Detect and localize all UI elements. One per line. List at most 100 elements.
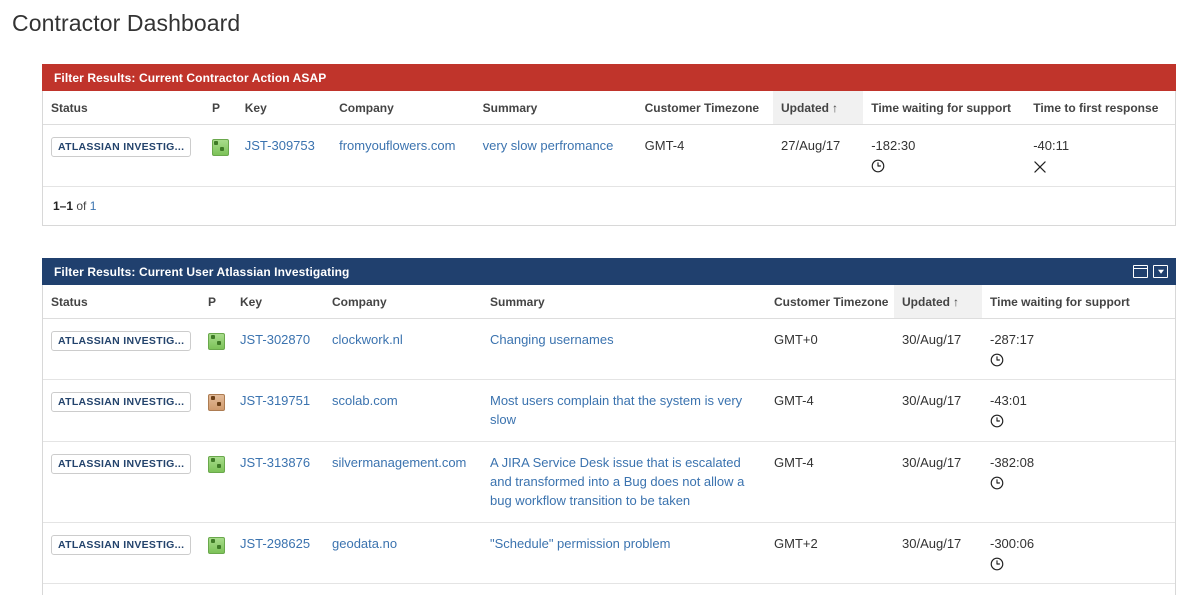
cell-status: ATLASSIAN INVESTIG... bbox=[43, 522, 200, 584]
cell-status: ATLASSIAN INVESTIG... bbox=[43, 379, 200, 442]
pagination-total-link[interactable]: 1 bbox=[89, 199, 97, 213]
sla-value: -182:30 bbox=[871, 138, 916, 153]
sort-ascending-icon: ↑ bbox=[953, 295, 959, 309]
column-header-company[interactable]: Company bbox=[331, 91, 475, 125]
column-header-updated[interactable]: Updated ↑ bbox=[894, 285, 982, 319]
table-row[interactable]: ATLASSIAN INVESTIG... JST-298625 geodata.n… bbox=[43, 522, 1175, 584]
cell-priority bbox=[203, 124, 237, 187]
pagination-of-label: of bbox=[76, 199, 87, 213]
company-link[interactable]: silvermanagement.com bbox=[332, 455, 467, 470]
table-row[interactable]: ATLASSIAN INVESTIG... JST-319751 scolab.co… bbox=[43, 379, 1175, 442]
pagination-bar-asap: 1–1 of 1 bbox=[43, 187, 1175, 225]
column-header-time-to-first-response[interactable]: Time to first response bbox=[1025, 91, 1175, 125]
issue-key-link[interactable]: JST-309753 bbox=[244, 138, 315, 153]
cell-key: JST-302870 bbox=[232, 318, 324, 380]
issue-key-link[interactable]: JST-319751 bbox=[240, 393, 311, 408]
status-badge[interactable]: ATLASSIAN INVESTIG... bbox=[51, 535, 192, 555]
sla-value: -382:08 bbox=[990, 455, 1035, 470]
pagination-bar-investigating: 1–4 of 4 bbox=[43, 584, 1175, 595]
sla-value: -300:06 bbox=[990, 536, 1035, 551]
summary-link[interactable]: very slow perfromance bbox=[482, 138, 614, 153]
column-header-label: Time waiting for support bbox=[871, 101, 1011, 115]
cell-updated: 30/Aug/17 bbox=[894, 522, 982, 584]
company-link[interactable]: scolab.com bbox=[332, 393, 398, 408]
table-header-row: Status P Key Company Summary Customer Timezon… bbox=[43, 91, 1175, 125]
summary-link[interactable]: "Schedule" permission problem bbox=[490, 536, 671, 551]
column-header-key[interactable]: Key bbox=[232, 285, 324, 319]
cell-updated: 30/Aug/17 bbox=[894, 441, 982, 523]
table-row[interactable]: ATLASSIAN INVESTIG... JST-302870 clockwork… bbox=[43, 318, 1175, 380]
cell-time-to-first-response: -40:11 bbox=[1025, 124, 1175, 187]
dashboard-gadgets: Filter Results: Current Contractor Actio… bbox=[0, 64, 1188, 595]
issue-table-asap: Status P Key Company Summary Customer Timezon… bbox=[43, 91, 1175, 187]
column-header-label: Key bbox=[244, 101, 267, 115]
table-row[interactable]: ATLASSIAN INVESTIG... JST-309753 fromyoufl… bbox=[43, 124, 1175, 187]
cell-summary: Most users complain that the system is v… bbox=[482, 379, 766, 442]
cell-company: scolab.com bbox=[324, 379, 482, 442]
column-header-label: Time to first response bbox=[1033, 101, 1159, 115]
column-header-label: Company bbox=[332, 295, 387, 309]
cell-key: JST-309753 bbox=[236, 124, 332, 187]
column-header-label: Key bbox=[240, 295, 263, 309]
column-header-label: Summary bbox=[482, 101, 538, 115]
gadget-body-asap: Status P Key Company Summary Customer Timezon… bbox=[42, 91, 1176, 226]
company-link[interactable]: fromyouflowers.com bbox=[339, 138, 456, 153]
column-header-p[interactable]: P bbox=[200, 285, 232, 319]
column-header-status[interactable]: Status bbox=[43, 91, 204, 125]
issue-key-link[interactable]: JST-298625 bbox=[240, 536, 311, 551]
column-header-p[interactable]: P bbox=[203, 91, 237, 125]
cell-key: JST-313876 bbox=[232, 441, 324, 523]
column-header-customer-timezone[interactable]: Customer Timezone bbox=[636, 91, 773, 125]
column-header-key[interactable]: Key bbox=[236, 91, 332, 125]
cell-time-waiting-for-support: -382:08 bbox=[982, 441, 1175, 523]
dropdown-icon[interactable] bbox=[1153, 265, 1168, 278]
status-badge[interactable]: ATLASSIAN INVESTIG... bbox=[51, 331, 192, 351]
column-header-status[interactable]: Status bbox=[43, 285, 200, 319]
cell-time-waiting-for-support: -287:17 bbox=[982, 318, 1175, 380]
cell-company: clockwork.nl bbox=[324, 318, 482, 380]
gadget-asap: Filter Results: Current Contractor Actio… bbox=[0, 64, 1188, 226]
cell-updated: 30/Aug/17 bbox=[894, 379, 982, 442]
cell-customer-timezone: GMT-4 bbox=[766, 379, 894, 442]
company-link[interactable]: geodata.no bbox=[332, 536, 398, 551]
priority-icon-green bbox=[211, 138, 229, 156]
sla-value: -43:01 bbox=[990, 393, 1027, 408]
status-badge[interactable]: ATLASSIAN INVESTIG... bbox=[51, 392, 192, 412]
column-header-customer-timezone[interactable]: Customer Timezone bbox=[766, 285, 894, 319]
column-header-company[interactable]: Company bbox=[324, 285, 482, 319]
cell-company: geodata.no bbox=[324, 522, 482, 584]
cell-customer-timezone: GMT-4 bbox=[636, 124, 773, 187]
gadget-header-icons bbox=[1133, 265, 1168, 278]
clock-icon bbox=[990, 353, 1004, 367]
column-header-summary[interactable]: Summary bbox=[482, 285, 766, 319]
table-row[interactable]: ATLASSIAN INVESTIG... JST-313876 silverman… bbox=[43, 441, 1175, 523]
page-title: Contractor Dashboard bbox=[12, 10, 241, 36]
cell-priority bbox=[200, 379, 232, 442]
pagination-range: 1–1 bbox=[53, 199, 74, 213]
summary-link[interactable]: Most users complain that the system is v… bbox=[490, 393, 743, 427]
cell-status: ATLASSIAN INVESTIG... bbox=[43, 124, 204, 187]
table-header-row: Status P Key Company Summary Customer Timezon… bbox=[43, 285, 1175, 319]
sla-value: -287:17 bbox=[990, 332, 1035, 347]
issue-key-link[interactable]: JST-302870 bbox=[240, 332, 311, 347]
cell-status: ATLASSIAN INVESTIG... bbox=[43, 441, 200, 523]
column-header-updated[interactable]: Updated ↑ bbox=[773, 91, 864, 125]
column-header-label: Summary bbox=[490, 295, 545, 309]
column-header-time-waiting-for-support[interactable]: Time waiting for support bbox=[982, 285, 1175, 319]
priority-icon-green bbox=[208, 455, 225, 473]
minimize-icon[interactable] bbox=[1133, 265, 1148, 278]
summary-link[interactable]: Changing usernames bbox=[490, 332, 614, 347]
column-header-label: Time waiting for support bbox=[990, 295, 1130, 309]
status-badge[interactable]: ATLASSIAN INVESTIG... bbox=[51, 454, 192, 474]
cell-customer-timezone: GMT+0 bbox=[766, 318, 894, 380]
column-header-time-waiting-for-support[interactable]: Time waiting for support bbox=[863, 91, 1026, 125]
company-link[interactable]: clockwork.nl bbox=[332, 332, 403, 347]
priority-icon-brown bbox=[208, 393, 225, 411]
summary-link[interactable]: A JIRA Service Desk issue that is escala… bbox=[490, 455, 745, 508]
column-header-summary[interactable]: Summary bbox=[474, 91, 637, 125]
cell-company: silvermanagement.com bbox=[324, 441, 482, 523]
issue-table-investigating: Status P Key Company Summary Customer Timezon… bbox=[43, 285, 1175, 584]
issue-key-link[interactable]: JST-313876 bbox=[240, 455, 311, 470]
cell-status: ATLASSIAN INVESTIG... bbox=[43, 318, 200, 380]
status-badge[interactable]: ATLASSIAN INVESTIG... bbox=[51, 137, 192, 157]
